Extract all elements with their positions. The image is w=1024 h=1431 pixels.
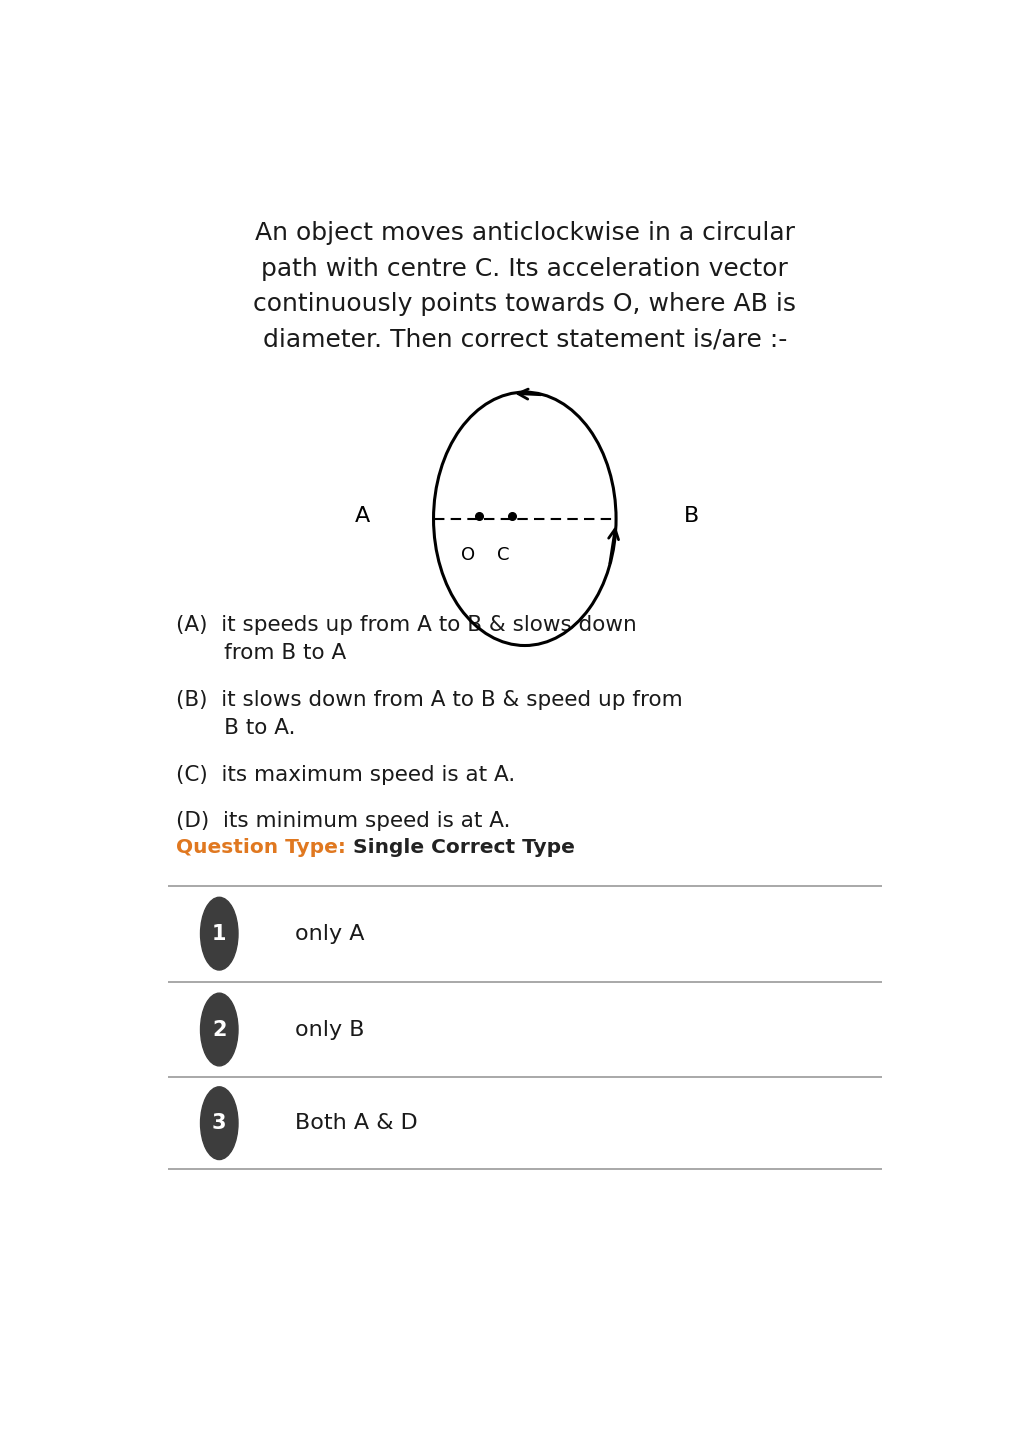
Text: An object moves anticlockwise in a circular
path with centre C. Its acceleration: An object moves anticlockwise in a circu…	[253, 222, 797, 352]
Text: Both A & D: Both A & D	[295, 1113, 418, 1133]
Text: (D)  its minimum speed is at A.: (D) its minimum speed is at A.	[176, 811, 510, 831]
Text: (C)  its maximum speed is at A.: (C) its maximum speed is at A.	[176, 764, 515, 784]
Text: C: C	[497, 547, 510, 564]
Text: 2: 2	[212, 1019, 226, 1039]
Text: only B: only B	[295, 1019, 365, 1039]
Text: O: O	[461, 547, 475, 564]
Text: B: B	[684, 505, 698, 525]
Ellipse shape	[201, 993, 238, 1066]
Text: 1: 1	[212, 923, 226, 943]
Text: only A: only A	[295, 923, 365, 943]
Text: A: A	[354, 505, 370, 525]
Text: 3: 3	[212, 1113, 226, 1133]
Text: Question Type:: Question Type:	[176, 839, 345, 857]
Text: (A)  it speeds up from A to B & slows down
       from B to A: (A) it speeds up from A to B & slows dow…	[176, 615, 636, 663]
Text: Single Correct Type: Single Correct Type	[346, 839, 575, 857]
Text: (B)  it slows down from A to B & speed up from
       B to A.: (B) it slows down from A to B & speed up…	[176, 690, 682, 737]
Ellipse shape	[201, 897, 238, 970]
Ellipse shape	[201, 1086, 238, 1159]
